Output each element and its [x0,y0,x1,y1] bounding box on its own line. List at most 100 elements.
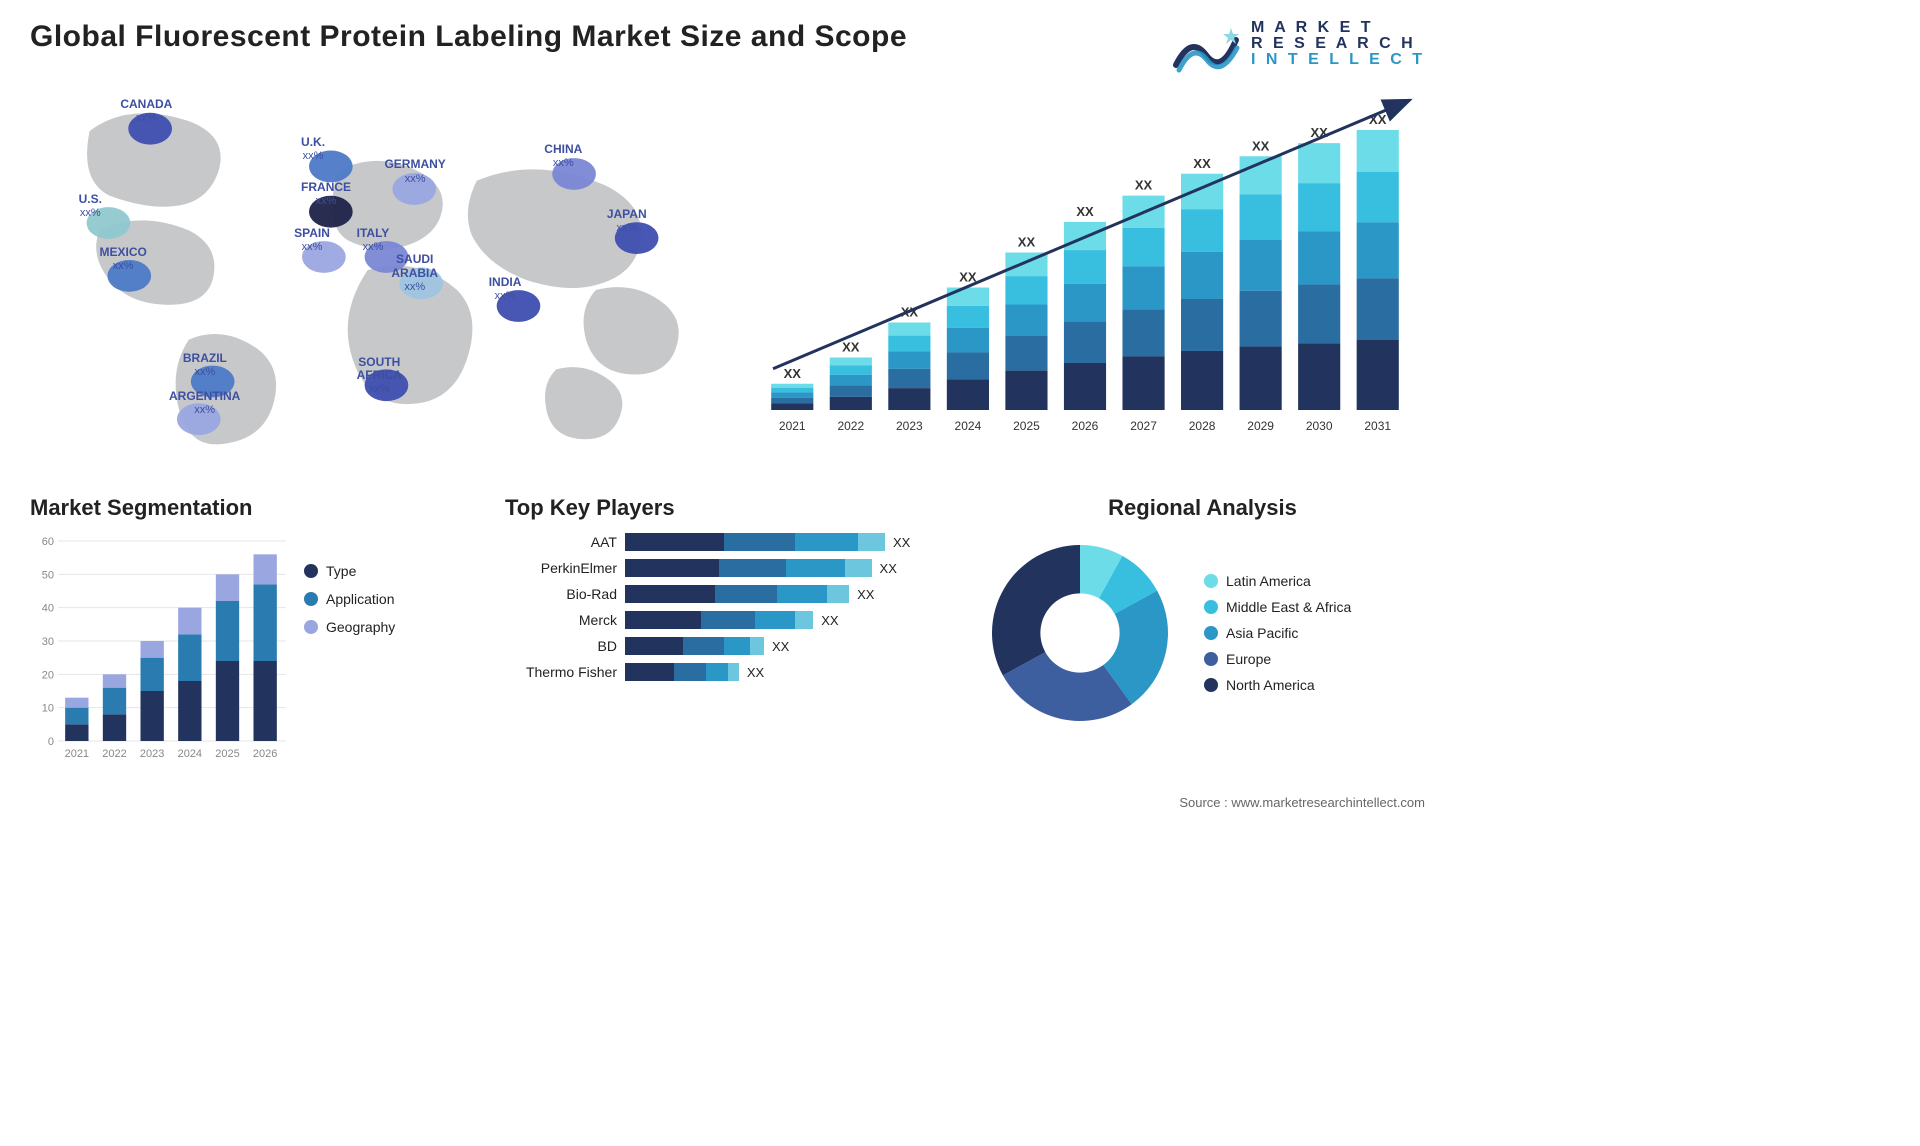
region-legend-latin-america: Latin America [1204,573,1351,589]
map-label-uk: U.K.xx% [301,136,325,162]
svg-text:XX: XX [1018,235,1036,250]
player-row-thermo-fisher: Thermo Fisher XX [505,663,950,681]
map-label-japan: JAPANxx% [607,208,647,234]
player-row-perkinelmer: PerkinElmer XX [505,559,950,577]
segmentation-panel: Market Segmentation 01020304050602021202… [30,495,475,763]
region-legend-middle-east-africa: Middle East & Africa [1204,599,1351,615]
source-text: Source : www.marketresearchintellect.com [1179,795,1425,810]
regional-legend: Latin America Middle East & Africa Asia Pa… [1204,573,1351,693]
svg-text:2024: 2024 [955,419,982,433]
svg-text:XX: XX [1252,138,1270,153]
world-map: CANADAxx% U.S.xx% MEXICOxx% BRAZILxx% ARGENT… [30,90,725,470]
svg-text:2025: 2025 [215,748,239,760]
logo: M A R K E T R E S E A R C H I N T E L L … [1171,20,1425,80]
seg-legend-type: Type [304,563,395,579]
svg-text:2026: 2026 [253,748,277,760]
svg-text:50: 50 [42,569,54,581]
regional-chart: Latin America Middle East & Africa Asia Pa… [980,533,1425,733]
map-label-germany: GERMANYxx% [384,158,445,184]
player-row-merck: Merck XX [505,611,950,629]
header-row: Global Fluorescent Protein Labeling Mark… [30,20,1425,80]
map-label-brazil: BRAZILxx% [183,352,227,378]
map-label-spain: SPAINxx% [294,227,330,253]
player-name: BD [505,638,625,654]
player-value: XX [880,561,897,576]
growth-chart: XX 2021 XX 2022 XX 2023 XX 2024 XX 2025 XX 2026 XX 20… [745,90,1425,470]
player-value: XX [893,535,910,550]
player-bar [625,611,813,629]
svg-text:2022: 2022 [837,419,864,433]
player-value: XX [821,613,838,628]
svg-text:XX: XX [842,340,860,355]
map-label-france: FRANCExx% [301,181,351,207]
player-value: XX [772,639,789,654]
svg-text:2024: 2024 [178,748,202,760]
svg-text:2021: 2021 [779,419,806,433]
svg-text:20: 20 [42,669,54,681]
svg-text:30: 30 [42,636,54,648]
map-label-india: INDIAxx% [489,276,522,302]
svg-text:2025: 2025 [1013,419,1040,433]
map-label-canada: CANADAxx% [120,98,172,124]
map-label-us: U.S.xx% [79,193,102,219]
player-name: Thermo Fisher [505,664,625,680]
svg-text:2030: 2030 [1306,419,1333,433]
player-name: Merck [505,612,625,628]
segmentation-legend: TypeApplicationGeography [304,533,395,763]
map-label-china: CHINAxx% [544,143,582,169]
logo-line-3: I N T E L L E C T [1251,52,1425,68]
svg-text:XX: XX [1193,156,1211,171]
svg-text:2023: 2023 [896,419,923,433]
map-label-saudi: SAUDIARABIAxx% [391,253,438,293]
player-bar [625,585,849,603]
player-bar [625,663,739,681]
svg-text:2022: 2022 [102,748,126,760]
logo-line-2: R E S E A R C H [1251,36,1425,52]
svg-text:XX: XX [1135,178,1153,193]
svg-text:2021: 2021 [65,748,89,760]
player-bar [625,559,872,577]
players-panel: Top Key Players AATXXPerkinElmerXXBio-Ra… [505,495,950,763]
svg-text:2023: 2023 [140,748,164,760]
page: Global Fluorescent Protein Labeling Mark… [0,0,1455,816]
svg-text:XX: XX [784,366,802,381]
map-label-mexico: MEXICOxx% [100,246,147,272]
bottom-row: Market Segmentation 01020304050602021202… [30,495,1425,763]
regional-panel: Regional Analysis Latin America Middle Ea… [980,495,1425,763]
logo-line-1: M A R K E T [1251,20,1425,36]
svg-text:2029: 2029 [1247,419,1274,433]
svg-text:2031: 2031 [1364,419,1391,433]
logo-text: M A R K E T R E S E A R C H I N T E L L … [1251,20,1425,68]
world-map-svg [30,90,725,470]
svg-text:10: 10 [42,703,54,715]
players-title: Top Key Players [505,495,950,521]
segmentation-chart: 0102030405060202120222023202420252026 Ty… [30,533,475,763]
region-legend-north-america: North America [1204,677,1351,693]
region-legend-asia-pacific: Asia Pacific [1204,625,1351,641]
logo-mark [1171,20,1241,80]
svg-text:40: 40 [42,603,54,615]
svg-text:2026: 2026 [1072,419,1099,433]
donut-wrap [980,533,1180,733]
svg-text:XX: XX [1076,204,1094,219]
svg-text:2028: 2028 [1189,419,1216,433]
players-list: AATXXPerkinElmerXXBio-RadXXMerckXXBDXXTh… [505,533,950,681]
seg-legend-geography: Geography [304,619,395,635]
svg-text:0: 0 [48,736,54,748]
map-label-argentina: ARGENTINAxx% [169,390,240,416]
top-row: CANADAxx% U.S.xx% MEXICOxx% BRAZILxx% ARGENT… [30,90,1425,470]
segmentation-plot: 0102030405060202120222023202420252026 [30,533,290,763]
player-name: PerkinElmer [505,560,625,576]
segmentation-title: Market Segmentation [30,495,475,521]
page-title: Global Fluorescent Protein Labeling Mark… [30,20,907,54]
map-label-italy: ITALYxx% [357,227,390,253]
region-legend-europe: Europe [1204,651,1351,667]
player-value: XX [747,665,764,680]
player-row-bio-rad: Bio-RadXX [505,585,950,603]
player-name: AAT [505,534,625,550]
player-value: XX [857,587,874,602]
map-label-safrica: SOUTHAFRICAxx% [357,356,402,396]
player-bar [625,533,885,551]
regional-title: Regional Analysis [980,495,1425,521]
svg-text:2027: 2027 [1130,419,1157,433]
